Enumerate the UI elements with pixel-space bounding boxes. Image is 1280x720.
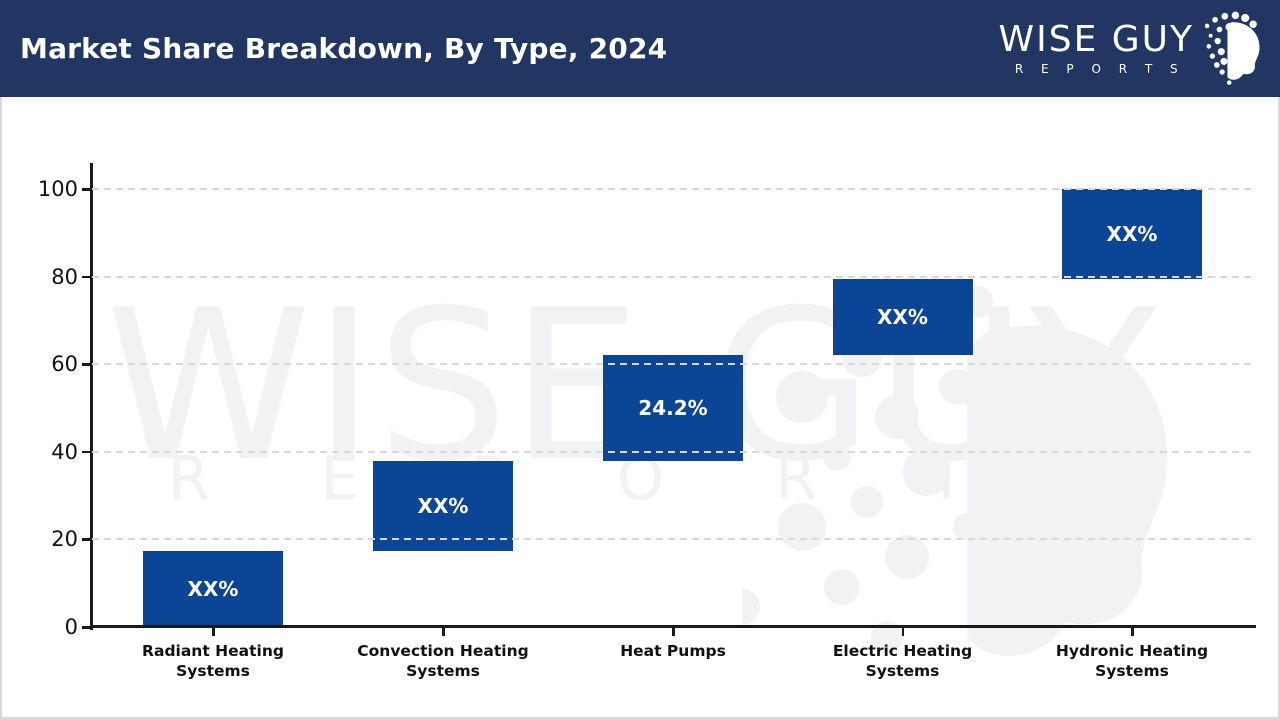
x-category-label: Heat Pumps [620, 642, 726, 660]
y-tick-label: 60 [51, 352, 78, 377]
brand-head-icon [1204, 11, 1260, 85]
y-tick-mark [82, 188, 90, 191]
x-category-label: Hydronic Heating Systems [1055, 642, 1209, 680]
y-tick-label: 100 [37, 177, 78, 201]
gridline [92, 450, 1256, 453]
y-tick-mark [82, 275, 90, 279]
bar: 24.2% [603, 354, 743, 461]
chart-area: WISE GUY R E P O R T S 0 20 40 60 80 100 XX% XX… [0, 97, 1280, 720]
brand-name: WISE GUY [998, 19, 1194, 60]
page-title: Market Share Breakdown, By Type, 2024 [20, 32, 668, 65]
brand-logo-text: WISE GUY R E P O R T S [998, 19, 1195, 76]
bar-value-label: 24.2% [638, 395, 708, 420]
x-category-label: Convection Heating Systems [357, 642, 529, 680]
y-tick-mark [82, 538, 90, 541]
y-tick-mark [82, 626, 90, 629]
y-axis-spine [90, 163, 93, 630]
bar-value-label: XX% [1106, 221, 1158, 246]
x-category-label: Radiant Heating Systems [142, 642, 284, 680]
gridline [92, 363, 1256, 366]
bar-value-label: XX% [187, 577, 239, 602]
gridline [92, 188, 1256, 190]
y-tick-label: 20 [51, 527, 78, 552]
y-tick-label: 40 [51, 439, 78, 464]
gridline [92, 275, 1256, 278]
brand-subtitle: R E P O R T S [1014, 62, 1185, 76]
x-axis-spine [90, 625, 1256, 628]
x-tick-mark [212, 628, 215, 636]
brand-logo: WISE GUY R E P O R T S [999, 10, 1263, 88]
bar: XX% [832, 278, 973, 355]
y-tick-label: 0 [64, 615, 78, 639]
bar: XX% [373, 460, 513, 552]
header: Market Share Breakdown, By Type, 2024 WI… [0, 0, 1280, 97]
y-tick-label: 80 [51, 264, 78, 289]
gridline [92, 538, 1256, 541]
x-tick-mark [1131, 628, 1134, 636]
x-category-label: Electric Heating Systems [832, 642, 973, 680]
bar-value-label: XX% [417, 493, 469, 518]
bar: XX% [1062, 189, 1202, 279]
bar-value-label: XX% [877, 304, 928, 329]
x-tick-mark [901, 628, 904, 636]
x-tick-mark [672, 628, 675, 636]
y-tick-mark [82, 363, 90, 366]
x-tick-mark [442, 628, 445, 636]
bar: XX% [143, 551, 283, 627]
y-tick-mark [82, 450, 90, 454]
